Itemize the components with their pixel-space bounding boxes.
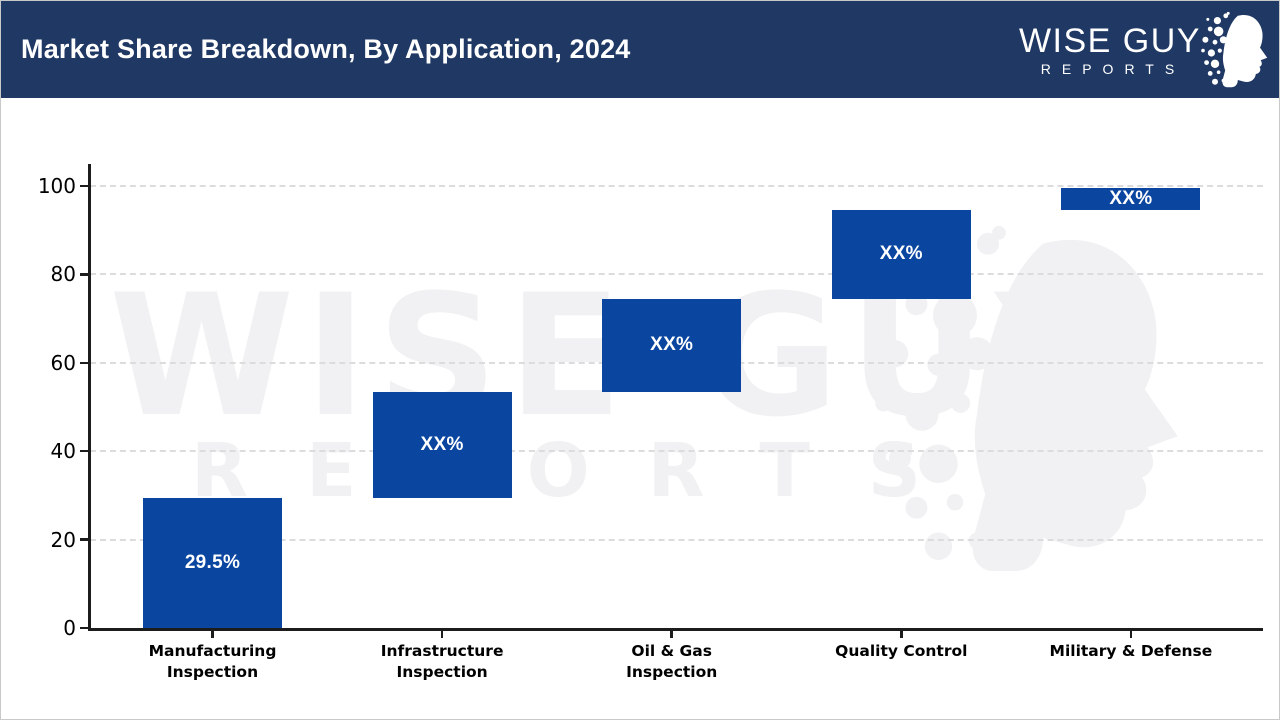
- x-category-label: Military & Defense: [1049, 642, 1213, 660]
- y-tick-label: 20: [50, 527, 76, 552]
- x-tick-2: [440, 630, 444, 638]
- header: Market Share Breakdown, By Application, …: [1, 1, 1279, 98]
- y-tick-0: [80, 626, 88, 630]
- y-tick-20: [80, 538, 88, 541]
- gridline-y100: [90, 185, 1263, 187]
- y-tick-label: 80: [50, 262, 76, 287]
- y-tick-100: [80, 184, 88, 188]
- wiseguy-logo-subtitle: REPORTS: [1040, 60, 1186, 77]
- bar-value-label: 29.5%: [184, 551, 241, 573]
- x-category-label: Oil & Gas Inspection: [626, 642, 718, 681]
- bar-value-label: XX%: [420, 433, 464, 455]
- y-tick-label: 40: [50, 439, 76, 464]
- chart-area: WISE GUY REPORTS 29.5% Manufacturing Insp…: [1, 98, 1279, 719]
- bar-1: 29.5%: [143, 497, 282, 628]
- y-tick-40: [80, 449, 88, 453]
- wiseguy-logo: WISE GUY REPORTS: [1019, 9, 1279, 91]
- x-category-label: Quality Control: [835, 642, 968, 660]
- wiseguy-face-icon: [1201, 11, 1268, 87]
- x-axis-line: [88, 628, 1263, 631]
- y-axis-line: [88, 164, 91, 631]
- bar-2: XX%: [372, 391, 512, 498]
- bar-5: XX%: [1061, 188, 1201, 211]
- x-category-label: Manufacturing Inspection: [148, 642, 277, 681]
- x-tick-3: [670, 630, 673, 638]
- x-tick-5: [1129, 630, 1133, 638]
- y-tick-label: 60: [50, 350, 76, 375]
- y-tick-label: 100: [37, 174, 76, 198]
- y-tick-60: [80, 361, 88, 365]
- bar-3: XX%: [602, 298, 742, 392]
- gridline-y40: [90, 450, 1263, 453]
- waterfall-chart: 29.5% Manufacturing Inspection XX% Infrastr…: [1, 98, 1279, 719]
- page-title: Market Share Breakdown, By Application, …: [21, 34, 631, 64]
- x-tick-1: [211, 630, 214, 638]
- bar-value-label: XX%: [1109, 188, 1153, 210]
- wiseguy-logo-name: WISE GUY: [1018, 21, 1201, 60]
- wiseguy-logo-text: WISE GUY REPORTS: [1019, 23, 1201, 77]
- y-tick-label: 0: [63, 616, 76, 640]
- bar-value-label: XX%: [650, 334, 694, 356]
- bar-value-label: XX%: [879, 243, 923, 265]
- gridline-y20: [90, 538, 1263, 541]
- watermark-subtext: REPORTS: [191, 428, 980, 514]
- x-tick-4: [900, 630, 903, 638]
- bar-4: XX%: [831, 210, 971, 299]
- gridline-y80: [90, 273, 1263, 276]
- y-tick-80: [80, 273, 88, 276]
- x-category-label: Infrastructure Inspection: [380, 642, 504, 681]
